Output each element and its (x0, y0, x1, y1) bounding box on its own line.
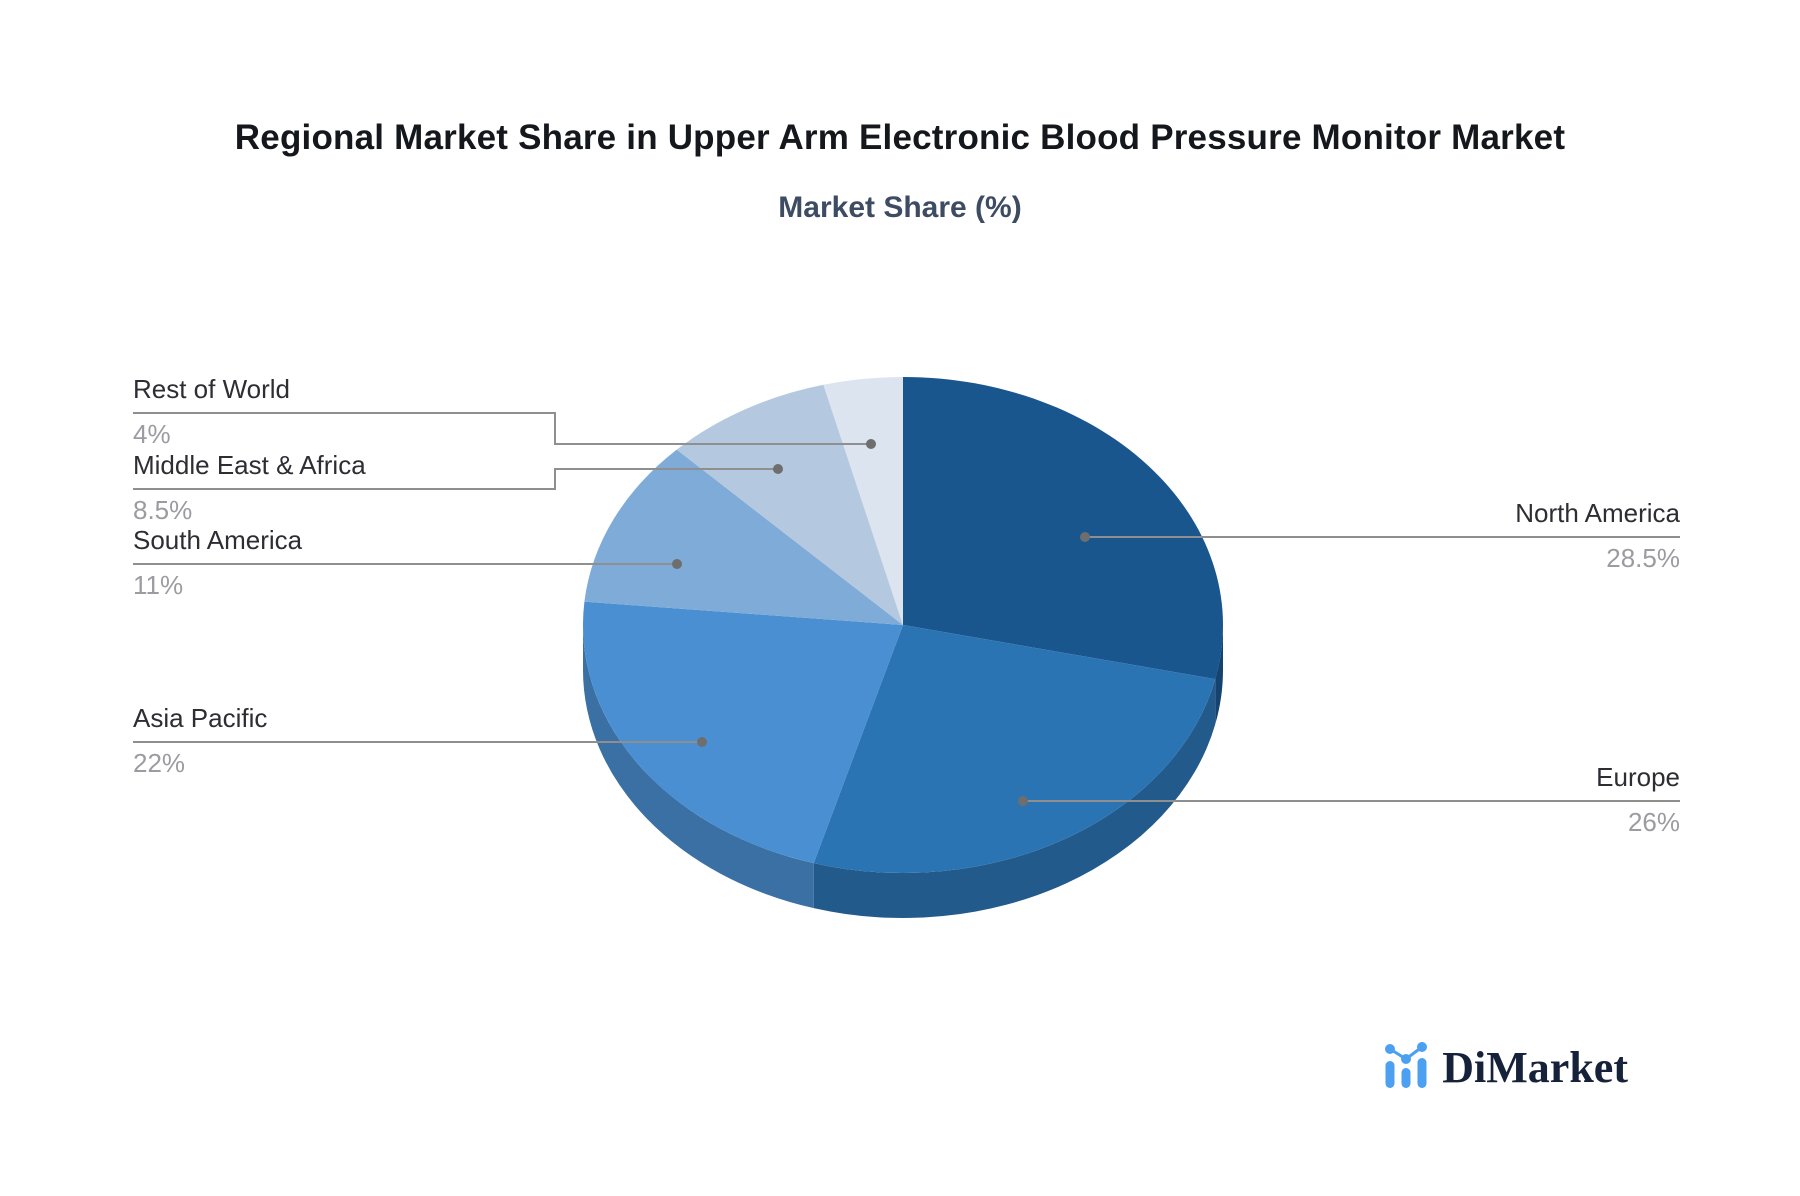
pie-slice-europe[interactable] (813, 625, 1216, 873)
callout-dot-europe (1018, 796, 1028, 806)
callout-dot-asia-pacific (697, 737, 707, 747)
callout-value-asia-pacific: 22% (133, 748, 186, 778)
brand-logo: DiMarket (1385, 1040, 1628, 1090)
callout-dot-north-america (1080, 532, 1090, 542)
callout-label-north-america: North America (1515, 498, 1680, 528)
callout-line-middle-east-africa (133, 468, 778, 490)
pie-slice-side-asia-pacific (583, 625, 814, 909)
callout-dot-south-america (672, 559, 682, 569)
pie-slice-side-north-america (1215, 625, 1223, 725)
pie-slice-north-america[interactable] (903, 377, 1223, 680)
callout-label-asia-pacific: Asia Pacific (133, 703, 268, 733)
callout-dot-rest-of-world (866, 439, 876, 449)
pie-slice-side-europe (813, 679, 1216, 918)
callout-label-middle-east-africa: Middle East & Africa (133, 450, 366, 480)
callout-label-south-america: South America (133, 525, 303, 555)
callout-value-middle-east-africa: 8.5% (133, 495, 193, 525)
callout-value-rest-of-world: 4% (133, 419, 171, 449)
brand-name: DiMarket (1442, 1043, 1628, 1092)
chart-subtitle: Market Share (%) (778, 191, 1022, 224)
callout-dot-middle-east-africa (773, 464, 783, 474)
callout-value-north-america: 28.5% (1606, 543, 1680, 573)
chart-title: Regional Market Share in Upper Arm Elect… (234, 118, 1566, 157)
callout-value-south-america: 11% (133, 570, 184, 600)
callout-line-rest-of-world (133, 412, 871, 445)
pie-slice-rest-of-world[interactable] (823, 377, 903, 625)
pie-slice-asia-pacific[interactable] (583, 601, 903, 864)
bar-line-chart-icon (1385, 1042, 1428, 1088)
callout-label-europe: Europe (1596, 762, 1680, 792)
callout-value-europe: 26% (1627, 807, 1680, 837)
pie-slice-south-america[interactable] (584, 449, 903, 625)
callout-label-rest-of-world: Rest of World (133, 374, 291, 404)
